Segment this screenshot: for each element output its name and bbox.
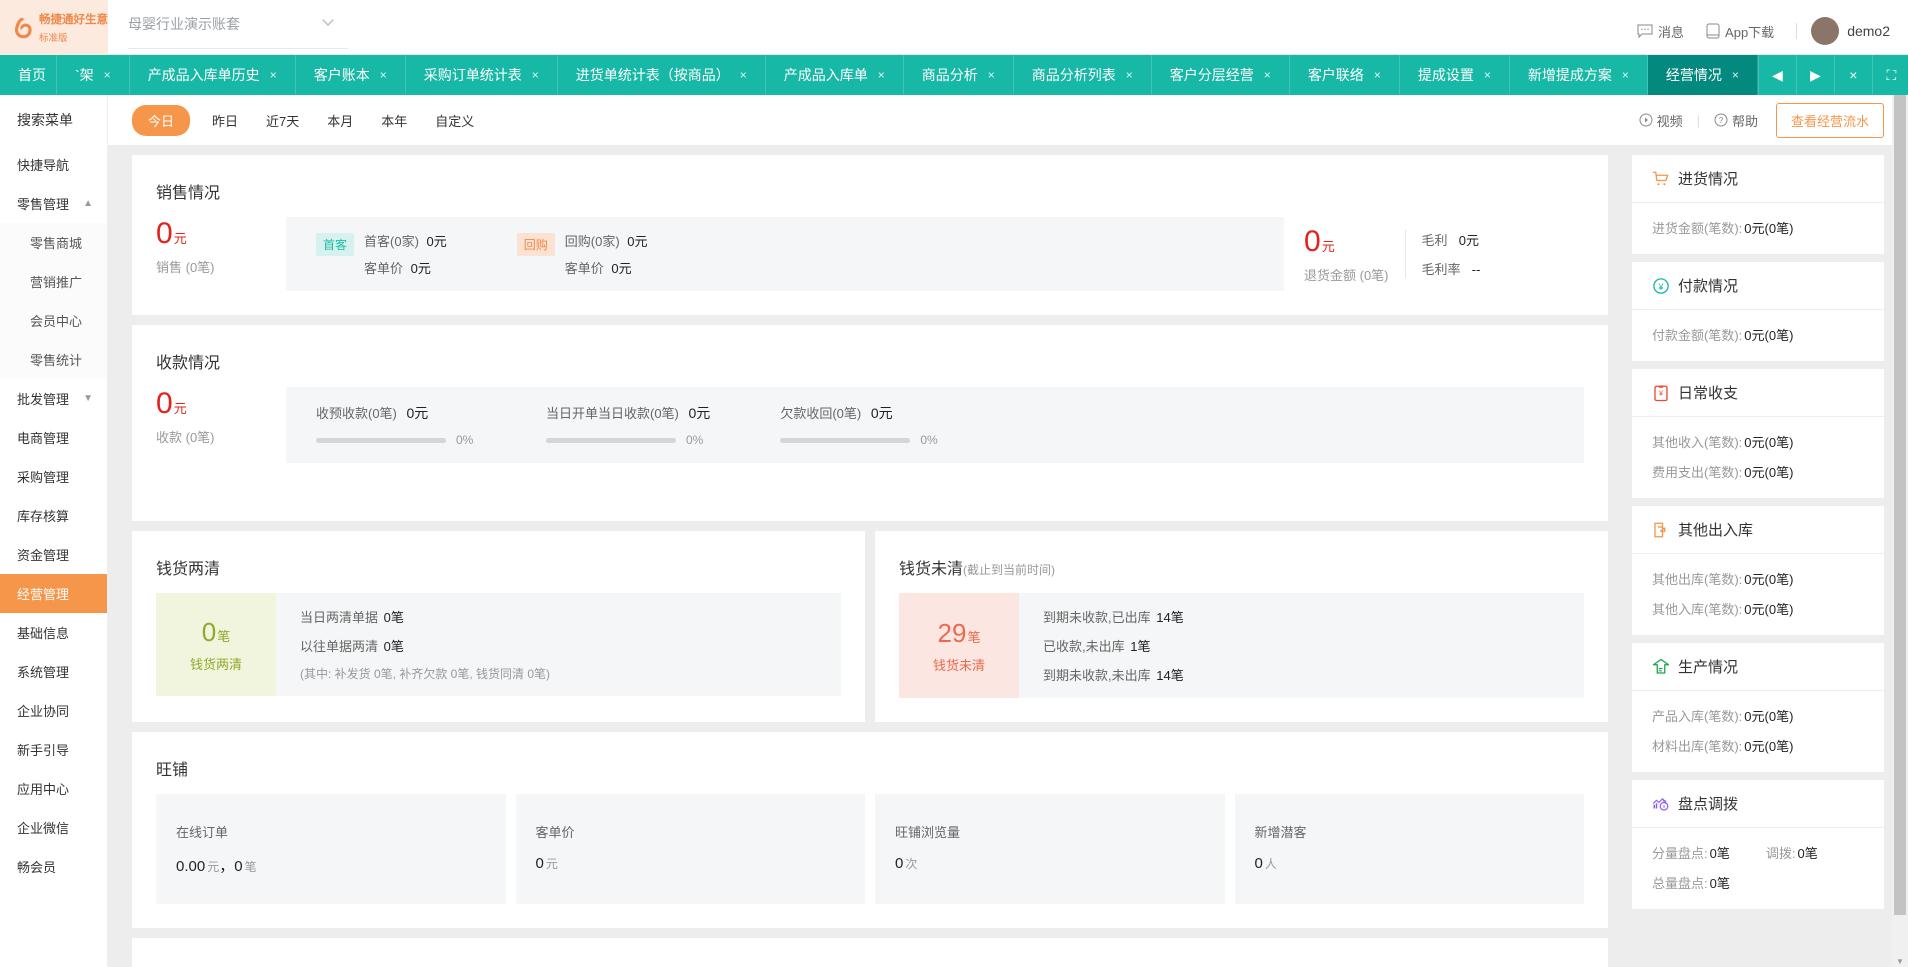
svg-text:¥: ¥	[1659, 388, 1664, 397]
svg-text:?: ?	[1719, 116, 1724, 125]
svg-text:¥: ¥	[1657, 281, 1664, 291]
svg-text:¥: ¥	[1663, 804, 1666, 809]
